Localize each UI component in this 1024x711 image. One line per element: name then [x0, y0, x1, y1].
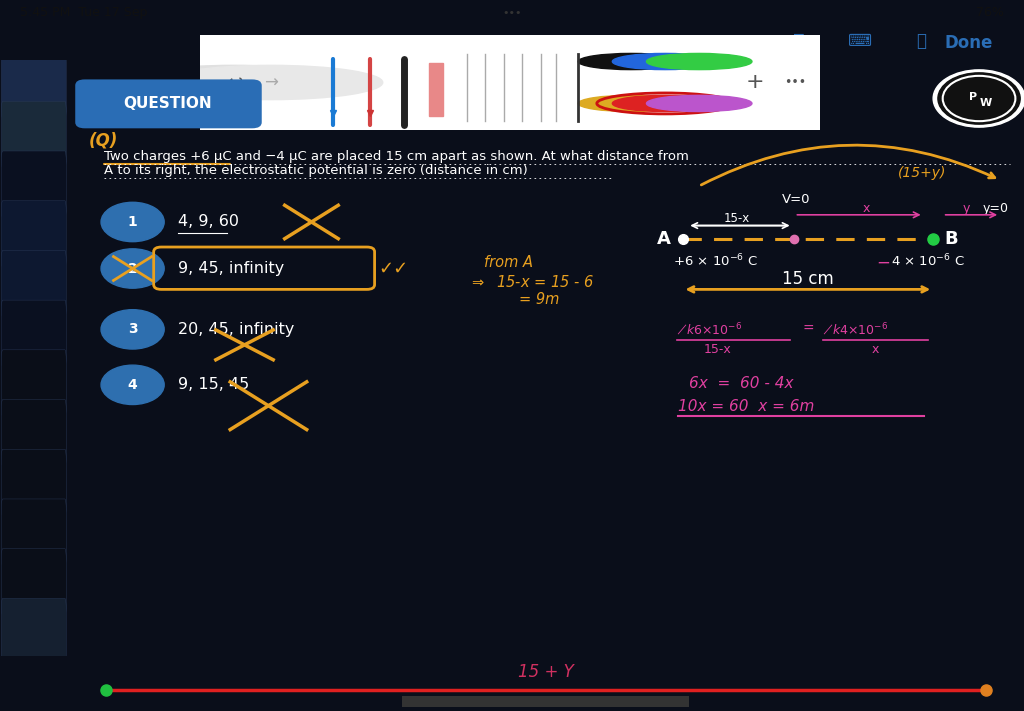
Text: 4, 9, 60: 4, 9, 60 [177, 215, 239, 230]
FancyBboxPatch shape [1, 300, 67, 367]
Text: (Q): (Q) [89, 132, 118, 150]
Text: (15+y): (15+y) [897, 166, 946, 180]
Circle shape [160, 65, 383, 100]
Text: x: x [872, 343, 880, 356]
Text: ⓘ: ⓘ [916, 32, 927, 50]
FancyBboxPatch shape [1, 151, 67, 218]
Circle shape [646, 53, 752, 70]
Text: $-$: $-$ [876, 252, 890, 270]
Text: from A: from A [483, 255, 532, 270]
Text: 4: 4 [128, 378, 137, 392]
Text: 20, 45, infinity: 20, 45, infinity [177, 322, 294, 337]
Circle shape [933, 70, 1024, 127]
Text: 2: 2 [128, 262, 137, 275]
FancyBboxPatch shape [1, 549, 67, 616]
Circle shape [101, 203, 164, 242]
Text: ⎙: ⎙ [793, 32, 805, 50]
FancyBboxPatch shape [1, 449, 67, 516]
Text: V=0: V=0 [782, 193, 811, 205]
Circle shape [101, 310, 164, 349]
Text: A to its right, the electrostatic potential is zero (distance in cm): A to its right, the electrostatic potent… [103, 164, 527, 177]
Text: →: → [264, 73, 278, 92]
Text: ✓✓: ✓✓ [379, 260, 409, 277]
FancyBboxPatch shape [1, 201, 67, 267]
Circle shape [612, 95, 718, 112]
Circle shape [579, 53, 684, 70]
Text: 15-x: 15-x [724, 213, 751, 225]
Text: $\not{k}$4$\times$10$^{-6}$: $\not{k}$4$\times$10$^{-6}$ [823, 321, 889, 338]
FancyBboxPatch shape [1, 350, 67, 417]
Text: •••: ••• [784, 76, 807, 89]
Text: $\Rightarrow$  15-x = 15 - 6: $\Rightarrow$ 15-x = 15 - 6 [469, 274, 595, 289]
FancyBboxPatch shape [1, 101, 67, 168]
Text: = 9m: = 9m [519, 292, 559, 307]
Text: =: = [802, 322, 814, 336]
Text: A: A [657, 230, 671, 247]
Text: Electrostatic Potential and C: Electrostatic Potential and C [205, 36, 401, 50]
FancyBboxPatch shape [1, 250, 67, 317]
Text: y=0: y=0 [982, 203, 1009, 215]
Text: 6x  =  60 - 4x: 6x = 60 - 4x [689, 375, 794, 390]
Bar [429, 63, 443, 116]
Text: 1: 1 [128, 215, 137, 229]
Circle shape [938, 73, 1020, 124]
Text: P: P [970, 92, 977, 102]
Text: 10x = 60  x = 6m: 10x = 60 x = 6m [678, 400, 814, 415]
Text: QUESTION: QUESTION [124, 97, 212, 112]
Circle shape [101, 249, 164, 288]
Text: 15-x: 15-x [705, 343, 732, 356]
Text: Two charges +6 μC and −4 μC are placed 15 cm apart as shown. At what distance fr: Two charges +6 μC and −4 μC are placed 1… [103, 150, 689, 163]
Text: 5:45 PM  Tue 17 Sep: 5:45 PM Tue 17 Sep [20, 6, 147, 19]
Text: 4 $\times$ 10$^{-6}$ C: 4 $\times$ 10$^{-6}$ C [891, 253, 965, 269]
Text: 76%: 76% [976, 6, 1004, 19]
Text: ↩: ↩ [225, 73, 242, 92]
Text: 15 + Y: 15 + Y [518, 663, 573, 680]
FancyBboxPatch shape [1, 599, 67, 665]
FancyBboxPatch shape [151, 27, 869, 138]
FancyBboxPatch shape [1, 52, 67, 119]
Circle shape [122, 65, 345, 100]
FancyBboxPatch shape [75, 80, 262, 128]
Text: 3: 3 [128, 322, 137, 336]
Text: +6 $\times$ 10$^{-6}$ C: +6 $\times$ 10$^{-6}$ C [673, 253, 758, 269]
FancyBboxPatch shape [1, 499, 67, 566]
Text: W: W [980, 97, 992, 107]
Text: 9, 15, 45: 9, 15, 45 [177, 378, 249, 392]
Circle shape [612, 53, 718, 70]
Text: +: + [745, 73, 764, 92]
Text: B: B [944, 230, 958, 247]
Text: x: x [862, 203, 869, 215]
Text: 9, 45, infinity: 9, 45, infinity [177, 261, 284, 276]
Circle shape [646, 95, 752, 112]
Bar [402, 695, 689, 707]
Text: $\not{k}$6$\times$10$^{-6}$: $\not{k}$6$\times$10$^{-6}$ [677, 321, 742, 338]
FancyBboxPatch shape [1, 400, 67, 466]
Text: Done: Done [945, 34, 993, 52]
Text: •••: ••• [502, 8, 522, 18]
Text: ⌨: ⌨ [848, 32, 872, 50]
Text: 15 cm: 15 cm [782, 270, 834, 288]
Text: y: y [963, 203, 971, 215]
Circle shape [101, 365, 164, 405]
Circle shape [579, 95, 684, 112]
